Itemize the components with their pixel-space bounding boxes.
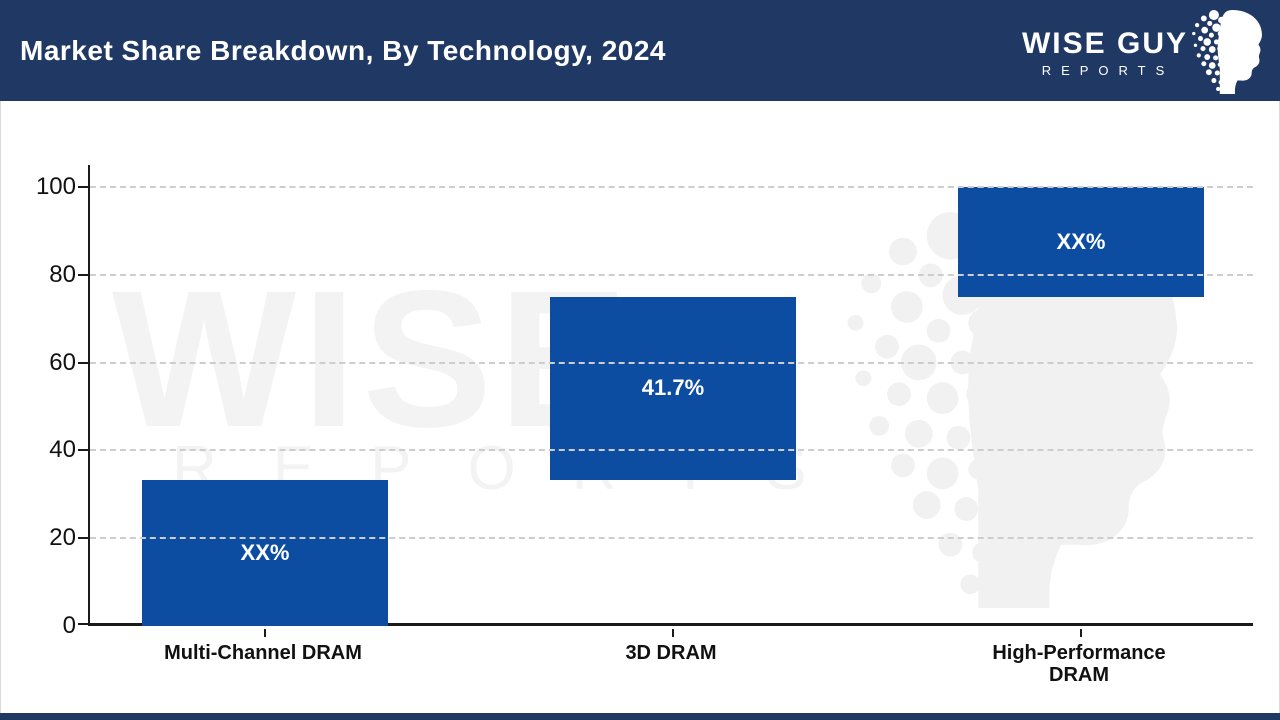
x-category-label: Multi-Channel DRAM — [164, 642, 362, 664]
y-tick-label-100: 100 — [35, 173, 76, 200]
y-tick-label-80: 80 — [49, 260, 76, 288]
y-tick-40 — [78, 449, 88, 452]
y-tick-0 — [78, 623, 88, 625]
logo-face-icon — [1192, 10, 1262, 94]
footer-bar — [0, 713, 1280, 720]
header-bar: Market Share Breakdown, By Technology, 2… — [0, 0, 1280, 101]
x-category-label: 3D DRAM — [625, 642, 717, 664]
y-tick-label-40: 40 — [49, 436, 76, 464]
logo-text: WISE GUY REPORTS — [1022, 27, 1188, 78]
gridline-40 — [90, 449, 1253, 452]
bar-segment: 41.7% — [550, 296, 796, 480]
bar-segment: XX% — [958, 187, 1204, 297]
y-tick-label-0: 0 — [62, 612, 76, 639]
y-tick-label-20: 20 — [49, 524, 76, 552]
x-tick-0 — [264, 629, 266, 637]
bar-value-label: 41.7% — [641, 375, 705, 401]
gridline-80 — [90, 273, 1253, 276]
bar-value-label: XX% — [1056, 228, 1106, 254]
logo-reports-text: REPORTS — [1041, 62, 1175, 78]
chart-title: Market Share Breakdown, By Technology, 2… — [20, 35, 667, 66]
x-category-label: High-Performance DRAM — [992, 642, 1166, 686]
gridline-20 — [90, 537, 1253, 540]
plot-area: XX% 41.7% XX% — [78, 165, 1253, 637]
bar-value-label: XX% — [240, 539, 290, 565]
y-tick-100 — [78, 186, 88, 188]
y-tick-20 — [78, 537, 88, 540]
wise-guy-logo: WISE GUY REPORTS — [1022, 6, 1266, 98]
bar-segment: XX% — [142, 479, 388, 626]
y-tick-80 — [78, 273, 88, 276]
watermark-wise: WISE — [112, 250, 635, 468]
y-tick-label-60: 60 — [49, 348, 76, 376]
x-tick-1 — [672, 629, 674, 637]
gridline-60 — [90, 361, 1253, 364]
logo-wiseguy-text: WISE GUY — [1021, 26, 1188, 60]
x-tick-2 — [1080, 629, 1082, 637]
gridline-100 — [90, 186, 1253, 188]
y-tick-60 — [78, 361, 88, 364]
